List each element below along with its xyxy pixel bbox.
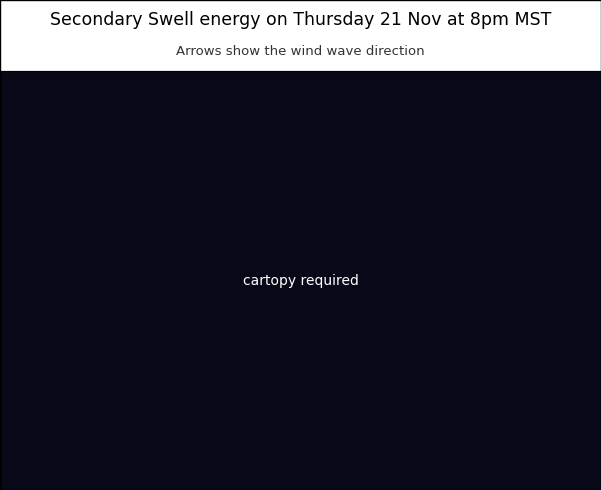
Text: Secondary Swell energy on Thursday 21 Nov at 8pm MST: Secondary Swell energy on Thursday 21 No… (50, 11, 551, 29)
Text: cartopy required: cartopy required (243, 273, 358, 288)
Text: Arrows show the wind wave direction: Arrows show the wind wave direction (176, 45, 425, 58)
